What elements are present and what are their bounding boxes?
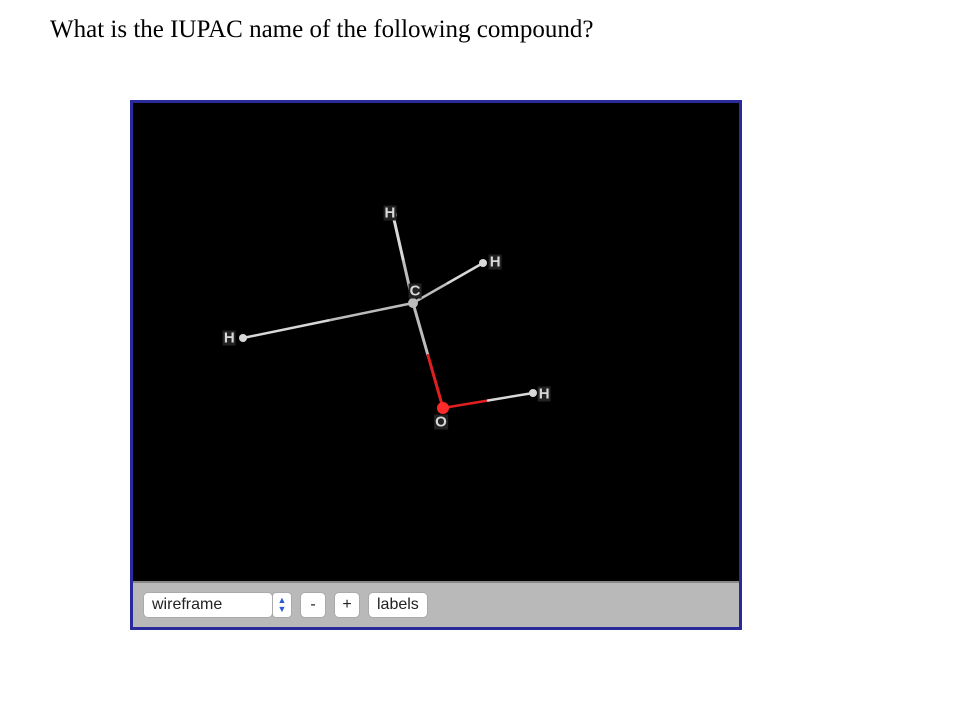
molecule-viewer: C O H H H H wireframe ▲ ▼ - + labels <box>130 100 742 630</box>
viewer-toolbar: wireframe ▲ ▼ - + labels <box>133 581 739 627</box>
zoom-out-button[interactable]: - <box>300 592 326 618</box>
atom-label-H1: H <box>383 206 396 221</box>
atom-label-O: O <box>434 415 448 430</box>
render-mode-value: wireframe <box>152 596 222 614</box>
labels-toggle-button[interactable]: labels <box>368 592 428 618</box>
render-mode-stepper[interactable]: ▲ ▼ <box>272 592 292 618</box>
molecule-canvas[interactable]: C O H H H H <box>133 103 739 581</box>
labels-button-label: labels <box>377 596 419 614</box>
render-mode-select-wrap: wireframe ▲ ▼ <box>143 592 292 618</box>
atom-label-H3: H <box>223 331 236 346</box>
atom-label-H2: H <box>489 255 502 270</box>
render-mode-select[interactable]: wireframe <box>143 592 273 618</box>
minus-icon: - <box>310 596 315 614</box>
question-text: What is the IUPAC name of the following … <box>50 16 593 44</box>
zoom-in-button[interactable]: + <box>334 592 360 618</box>
atom-label-H4: H <box>538 387 551 402</box>
chevron-down-icon[interactable]: ▼ <box>273 605 291 614</box>
atom-label-C: C <box>409 284 422 299</box>
plus-icon: + <box>342 596 351 614</box>
